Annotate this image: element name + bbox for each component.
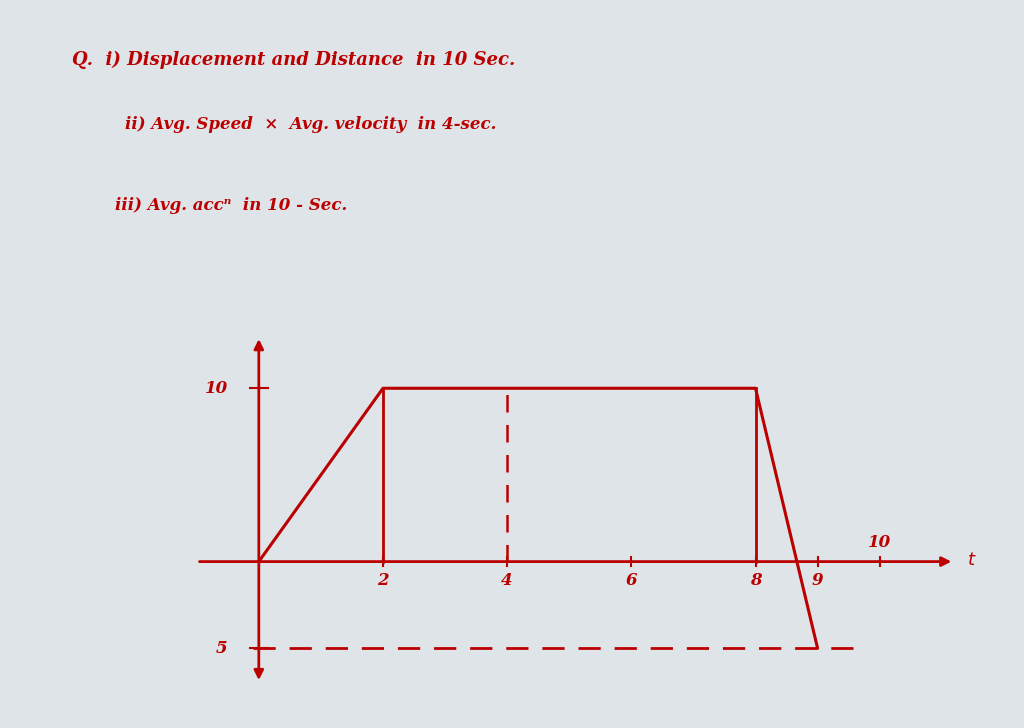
Text: 10: 10 xyxy=(205,380,227,397)
Text: 8: 8 xyxy=(750,572,761,589)
Text: Q.  i) Displacement and Distance  in 10 Sec.: Q. i) Displacement and Distance in 10 Se… xyxy=(72,51,515,69)
Text: iii) Avg. accⁿ  in 10 - Sec.: iii) Avg. accⁿ in 10 - Sec. xyxy=(92,197,347,213)
Text: 5: 5 xyxy=(216,640,227,657)
Text: 6: 6 xyxy=(626,572,637,589)
Text: ii) Avg. Speed  ×  Avg. velocity  in 4-sec.: ii) Avg. Speed × Avg. velocity in 4-sec. xyxy=(102,116,497,133)
Text: 4: 4 xyxy=(502,572,513,589)
Text: $t$: $t$ xyxy=(967,551,976,569)
Text: 10: 10 xyxy=(868,534,891,551)
Text: 9: 9 xyxy=(812,572,823,589)
Text: 2: 2 xyxy=(377,572,389,589)
